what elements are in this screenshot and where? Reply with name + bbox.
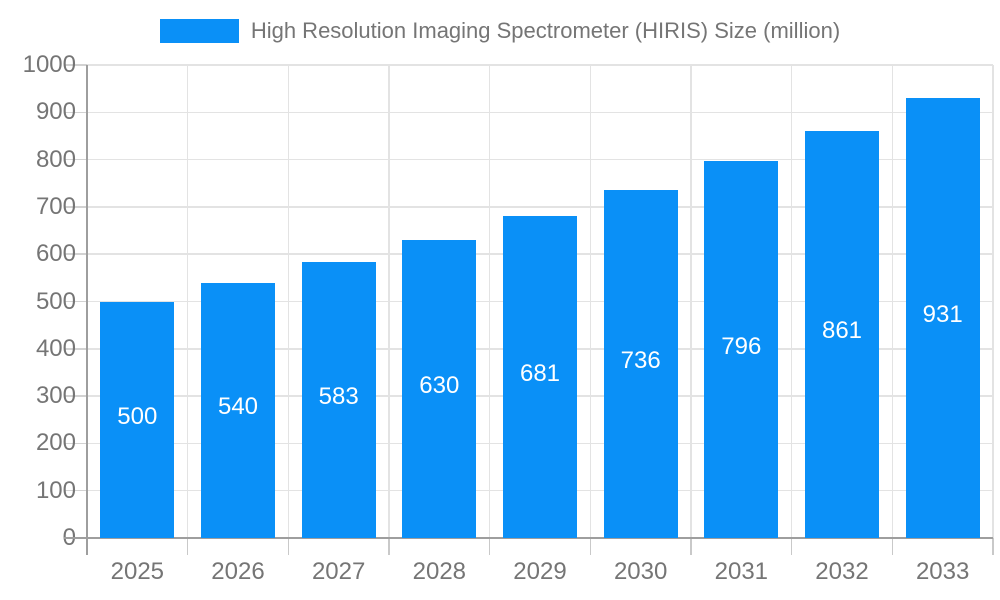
y-axis-label: 700 (35, 192, 76, 220)
y-axis-label: 300 (35, 382, 76, 410)
x-gridline (186, 65, 189, 538)
bar[interactable] (201, 282, 275, 538)
x-gridline (589, 65, 592, 538)
y-tick-mark (64, 64, 87, 66)
x-tick-mark (891, 538, 894, 555)
y-gridline (87, 158, 993, 161)
bar-value-label: 540 (217, 393, 259, 421)
y-axis-label: 200 (35, 429, 76, 457)
bar-value-label: 736 (620, 346, 661, 374)
bar-value-label: 931 (922, 300, 963, 328)
y-axis-label: 900 (35, 98, 76, 126)
x-gridline (488, 65, 491, 538)
bar[interactable] (905, 97, 980, 538)
x-tick-mark (488, 538, 491, 555)
x-tick-mark (790, 538, 793, 555)
bar[interactable] (402, 240, 477, 538)
bar-value-label: 583 (318, 383, 359, 411)
x-axis-label: 2029 (513, 558, 567, 585)
x-gridline (992, 65, 994, 538)
legend: High Resolution Imaging Spectrometer (HI… (0, 19, 1000, 43)
y-gridline (87, 111, 993, 114)
x-gridline (891, 65, 894, 538)
x-axis-label: 2030 (613, 558, 668, 585)
y-tick-mark (64, 158, 87, 161)
y-tick-mark (64, 395, 87, 397)
y-gridline (87, 64, 993, 66)
x-axis-label: 2026 (211, 558, 265, 585)
legend-label: High Resolution Imaging Spectrometer (HI… (250, 18, 841, 43)
legend-item[interactable]: High Resolution Imaging Spectrometer (HI… (159, 18, 841, 43)
x-gridline (790, 65, 793, 538)
bar-value-label: 796 (721, 332, 762, 360)
x-tick-mark (388, 538, 390, 555)
y-tick-mark (64, 300, 87, 303)
y-tick-mark (64, 348, 87, 350)
y-axis-label: 400 (35, 334, 76, 362)
y-gridline (87, 206, 993, 208)
x-tick-mark (690, 538, 692, 555)
bar[interactable] (301, 262, 376, 538)
y-tick-mark (64, 206, 87, 208)
x-axis-label: 2033 (915, 558, 970, 585)
y-axis-label: 1000 (22, 51, 76, 78)
x-tick-mark (186, 538, 189, 555)
y-axis-line (86, 65, 88, 555)
y-tick-mark (64, 489, 87, 492)
x-tick-mark (992, 538, 994, 555)
bar[interactable] (100, 301, 175, 538)
x-gridline (287, 65, 290, 538)
bar[interactable] (704, 161, 779, 538)
y-tick-mark (64, 111, 87, 114)
x-axis-label: 2025 (110, 558, 165, 585)
y-axis-label: 800 (35, 145, 76, 173)
x-axis-label: 2031 (714, 558, 769, 585)
bar-value-label: 861 (821, 317, 863, 345)
x-tick-mark (589, 538, 592, 555)
legend-swatch-icon (159, 19, 239, 43)
x-axis-label: 2032 (815, 558, 869, 585)
bar[interactable] (805, 130, 879, 538)
y-axis-label: 600 (35, 240, 76, 268)
x-gridline (388, 65, 390, 538)
x-tick-mark (287, 538, 290, 555)
bar-value-label: 630 (419, 372, 460, 399)
bar[interactable] (503, 215, 577, 538)
bar-value-label: 681 (519, 359, 561, 387)
bar-value-label: 500 (117, 402, 158, 430)
y-tick-mark (64, 442, 87, 445)
x-gridline (690, 65, 692, 538)
bar[interactable] (603, 189, 678, 538)
x-axis-label: 2028 (412, 558, 467, 585)
x-axis-label: 2027 (311, 558, 366, 585)
y-tick-mark (64, 253, 87, 255)
x-axis-line (64, 537, 993, 539)
y-axis-label: 500 (35, 287, 76, 315)
y-axis-label: 100 (35, 476, 76, 504)
